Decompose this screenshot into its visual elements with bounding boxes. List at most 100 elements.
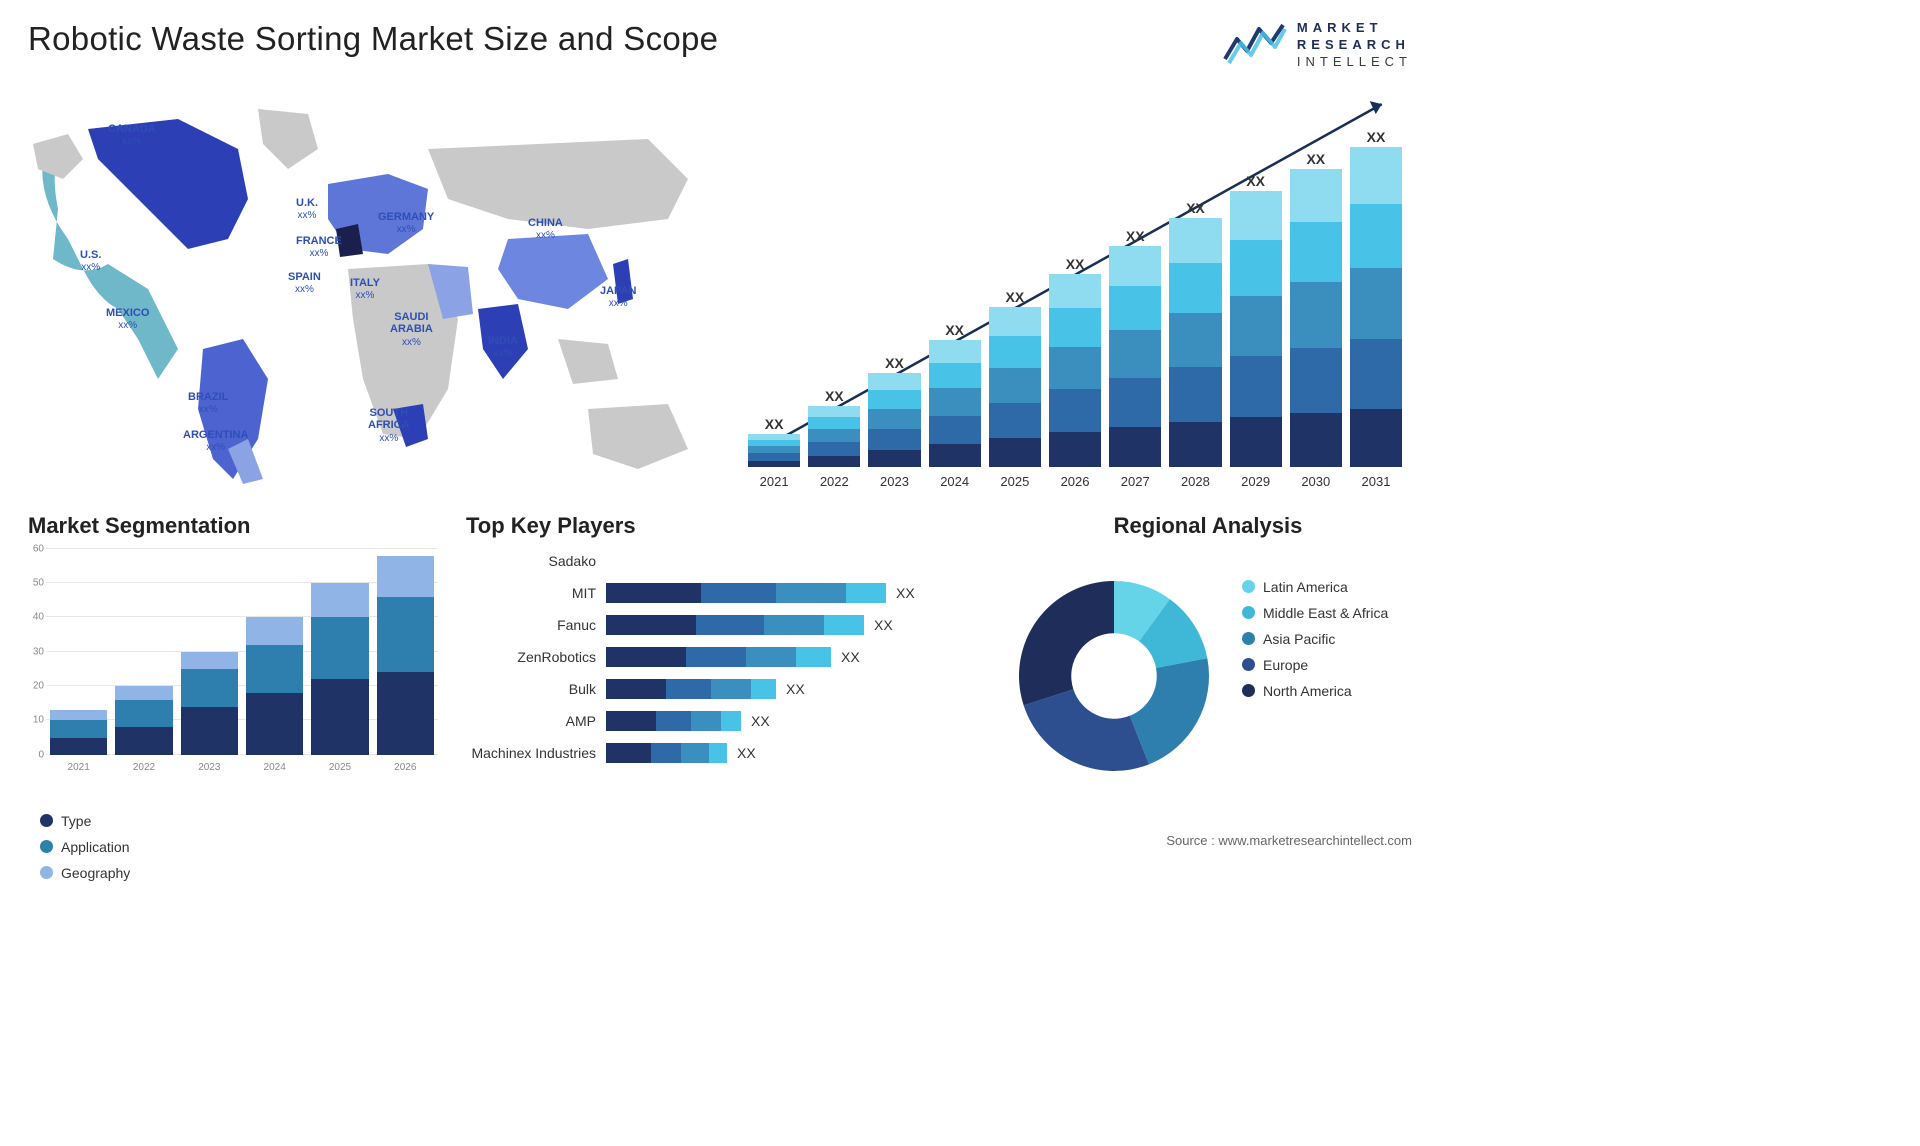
growth-bar: XX bbox=[1169, 200, 1221, 466]
growth-bar-label: XX bbox=[945, 322, 964, 338]
growth-bar-label: XX bbox=[1006, 289, 1025, 305]
growth-year-label: 2026 bbox=[1049, 474, 1101, 489]
logo-line3: INTELLECT bbox=[1297, 54, 1412, 71]
donut-slice bbox=[1019, 581, 1114, 705]
legend-item: Geography bbox=[40, 865, 438, 881]
growth-bar-label: XX bbox=[1246, 173, 1265, 189]
growth-bar-label: XX bbox=[1066, 256, 1085, 272]
growth-bar: XX bbox=[868, 355, 920, 467]
growth-year-label: 2021 bbox=[748, 474, 800, 489]
legend-item: Asia Pacific bbox=[1242, 631, 1412, 647]
logo-mark-icon bbox=[1223, 21, 1287, 69]
player-bar bbox=[606, 615, 864, 635]
brand-logo: MARKET RESEARCH INTELLECT bbox=[1223, 20, 1412, 71]
seg-ytick: 50 bbox=[33, 578, 44, 589]
player-name: AMP bbox=[466, 713, 606, 729]
seg-bar bbox=[246, 617, 303, 754]
player-row: Machinex IndustriesXX bbox=[466, 741, 976, 765]
player-value: XX bbox=[864, 617, 893, 633]
growth-year-label: 2031 bbox=[1350, 474, 1402, 489]
growth-bar: XX bbox=[1230, 173, 1282, 467]
map-label: ITALYxx% bbox=[350, 277, 380, 302]
player-value: XX bbox=[886, 585, 915, 601]
seg-year-label: 2024 bbox=[246, 762, 303, 773]
map-label: SPAINxx% bbox=[288, 271, 321, 296]
logo-line2: RESEARCH bbox=[1297, 37, 1412, 54]
player-name: Sadako bbox=[466, 553, 606, 569]
player-name: Machinex Industries bbox=[466, 745, 606, 761]
growth-bar: XX bbox=[929, 322, 981, 467]
player-name: Bulk bbox=[466, 681, 606, 697]
growth-bar-label: XX bbox=[1186, 200, 1205, 216]
player-bar bbox=[606, 647, 831, 667]
regional-panel: Regional Analysis Latin America Middle Ea… bbox=[1004, 513, 1412, 803]
segmentation-legend: Type Application Geography bbox=[28, 773, 438, 891]
seg-bar bbox=[311, 583, 368, 755]
growth-bar-label: XX bbox=[1306, 151, 1325, 167]
regional-donut bbox=[1004, 549, 1224, 803]
seg-year-label: 2021 bbox=[50, 762, 107, 773]
growth-year-label: 2027 bbox=[1109, 474, 1161, 489]
growth-bar: XX bbox=[808, 388, 860, 467]
map-label: BRAZILxx% bbox=[188, 391, 228, 416]
growth-bar-label: XX bbox=[765, 416, 784, 432]
growth-bar-label: XX bbox=[825, 388, 844, 404]
seg-bar bbox=[377, 556, 434, 755]
player-row: Bulk XX bbox=[466, 677, 976, 701]
growth-bar: XX bbox=[1350, 129, 1402, 467]
growth-year-label: 2030 bbox=[1290, 474, 1342, 489]
map-label: INDIAxx% bbox=[488, 335, 518, 360]
player-row: Sadako bbox=[466, 549, 976, 573]
growth-bar: XX bbox=[989, 289, 1041, 467]
legend-item: Middle East & Africa bbox=[1242, 605, 1412, 621]
seg-bar bbox=[115, 686, 172, 755]
seg-ytick: 10 bbox=[33, 715, 44, 726]
growth-bar: XX bbox=[1290, 151, 1342, 467]
map-label: JAPANxx% bbox=[600, 285, 636, 310]
source-attribution: Source : www.marketresearchintellect.com bbox=[1166, 833, 1412, 848]
segmentation-panel: Market Segmentation 0102030405060 202120… bbox=[28, 513, 438, 803]
players-panel: Top Key Players SadakoMITXXFanucXXZenRob… bbox=[466, 513, 976, 803]
legend-item: Type bbox=[40, 813, 438, 829]
map-label: GERMANYxx% bbox=[378, 211, 434, 236]
donut-slice bbox=[1024, 689, 1149, 771]
player-value: XX bbox=[831, 649, 860, 665]
player-value: XX bbox=[741, 713, 770, 729]
legend-item: Latin America bbox=[1242, 579, 1412, 595]
player-bar bbox=[606, 743, 727, 763]
map-label: ARGENTINAxx% bbox=[183, 429, 248, 454]
growth-year-label: 2028 bbox=[1169, 474, 1221, 489]
legend-item: Europe bbox=[1242, 657, 1412, 673]
growth-bar: XX bbox=[1109, 228, 1161, 467]
player-bar bbox=[606, 679, 776, 699]
players-title: Top Key Players bbox=[466, 513, 976, 539]
growth-bar-label: XX bbox=[885, 355, 904, 371]
player-value: XX bbox=[776, 681, 805, 697]
growth-chart: XXXXXXXXXXXXXXXXXXXXXX 20212022202320242… bbox=[748, 89, 1412, 489]
player-name: Fanuc bbox=[466, 617, 606, 633]
seg-ytick: 60 bbox=[33, 543, 44, 554]
legend-item: North America bbox=[1242, 683, 1412, 699]
player-name: MIT bbox=[466, 585, 606, 601]
player-row: AMP XX bbox=[466, 709, 976, 733]
seg-ytick: 40 bbox=[33, 612, 44, 623]
map-label: CANADAxx% bbox=[108, 123, 156, 148]
growth-year-label: 2023 bbox=[868, 474, 920, 489]
regional-title: Regional Analysis bbox=[1004, 513, 1412, 539]
growth-bar-label: XX bbox=[1367, 129, 1386, 145]
seg-year-label: 2023 bbox=[181, 762, 238, 773]
regional-legend: Latin America Middle East & Africa Asia Pa… bbox=[1224, 549, 1412, 803]
map-label: MEXICOxx% bbox=[106, 307, 149, 332]
growth-bar: XX bbox=[1049, 256, 1101, 467]
player-bar bbox=[606, 583, 886, 603]
page-title: Robotic Waste Sorting Market Size and Sc… bbox=[28, 20, 718, 58]
map-label: FRANCExx% bbox=[296, 235, 342, 260]
seg-bar bbox=[50, 710, 107, 755]
player-row: MIT XX bbox=[466, 581, 976, 605]
growth-year-label: 2024 bbox=[929, 474, 981, 489]
map-label: SAUDIARABIAxx% bbox=[390, 311, 433, 349]
player-row: ZenRoboticsXX bbox=[466, 645, 976, 669]
legend-item: Application bbox=[40, 839, 438, 855]
growth-year-label: 2025 bbox=[989, 474, 1041, 489]
growth-bar: XX bbox=[748, 416, 800, 467]
